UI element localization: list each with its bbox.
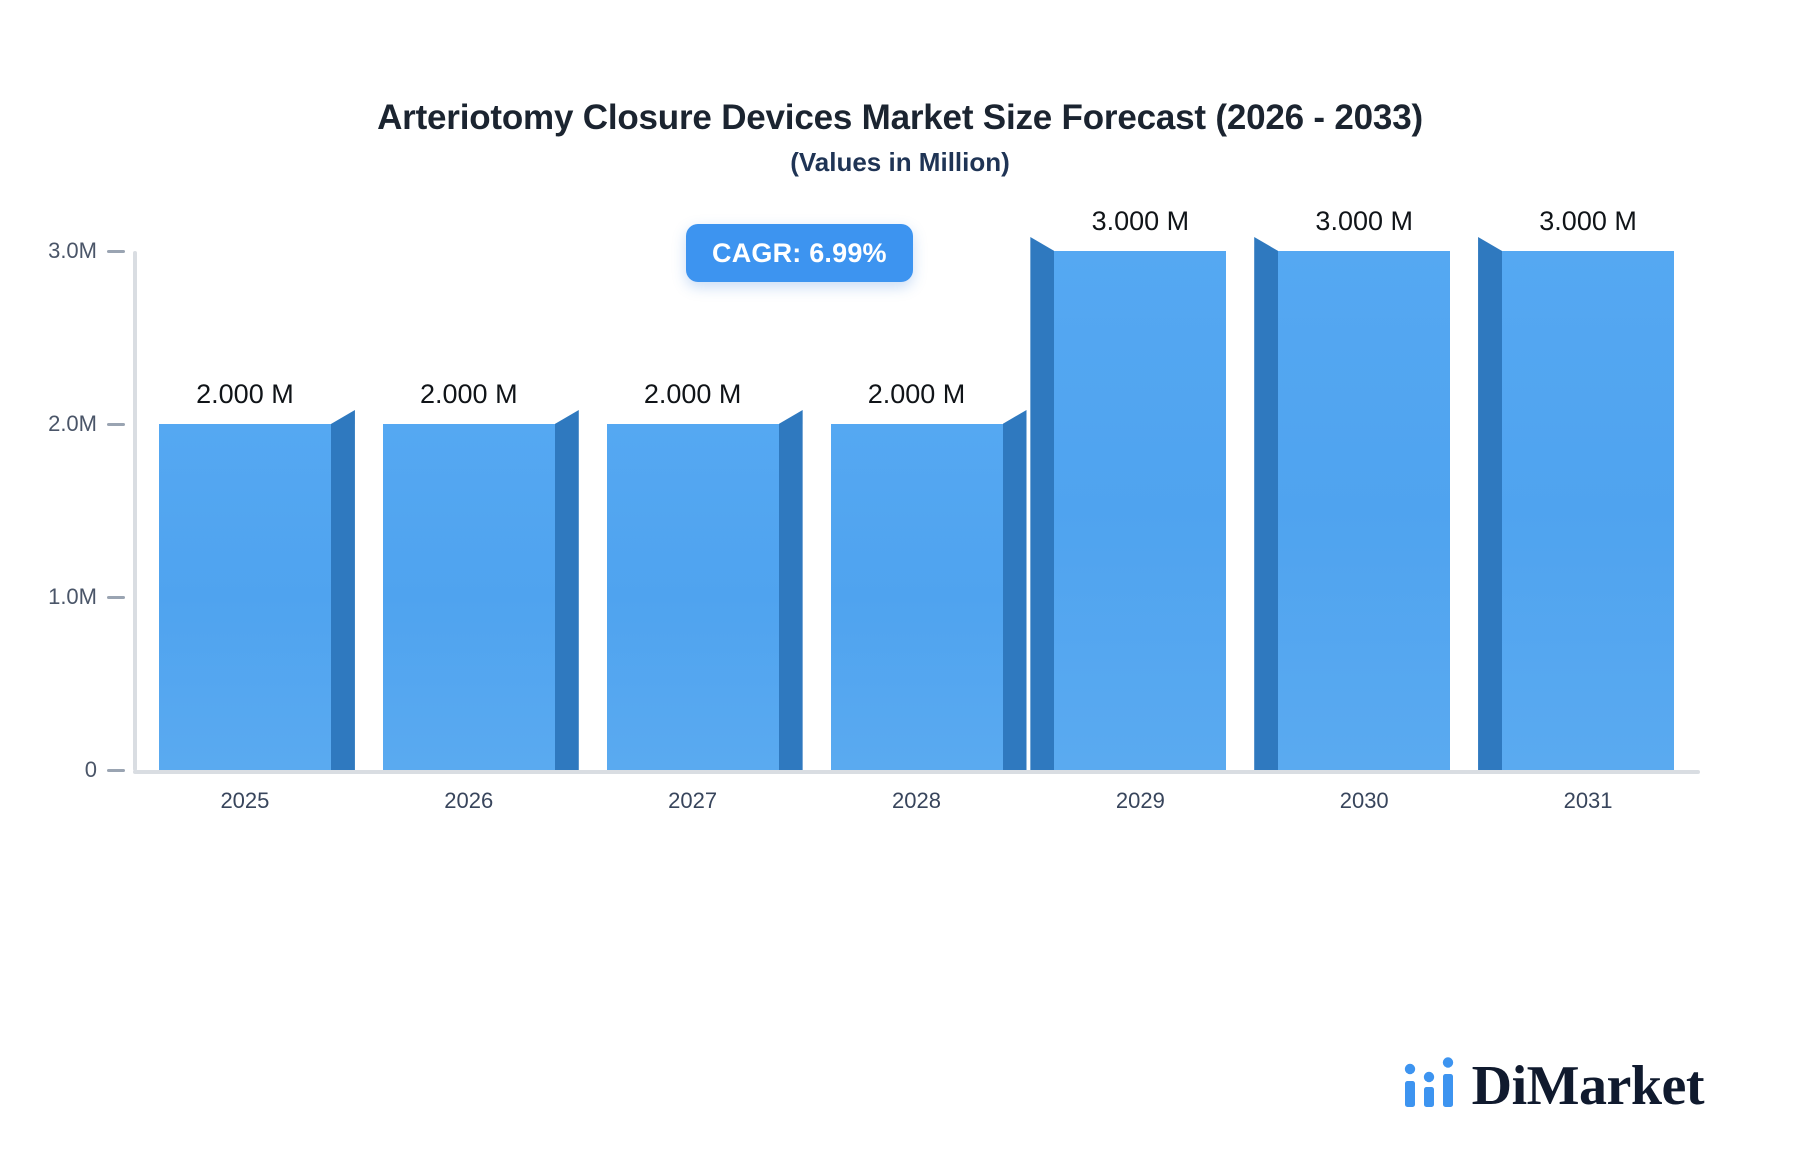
page-title: Arteriotomy Closure Devices Market Size … — [377, 98, 1423, 137]
bar[interactable]: 2.000 M — [158, 379, 355, 770]
bar-front-face — [606, 424, 779, 770]
y-axis-tick-label: 1.0M — [48, 584, 97, 609]
bar-value-label: 2.000 M — [643, 379, 742, 409]
y-axis-tick: 3.0M — [13, 238, 133, 263]
bar[interactable]: 2.000 M — [830, 379, 1027, 770]
bar-value-label: 2.000 M — [420, 379, 518, 409]
bar[interactable]: 3.000 M — [1030, 206, 1227, 770]
bar-side-face — [1030, 237, 1055, 770]
bar-front-face — [158, 424, 331, 770]
x-axis-label: 2030 — [1339, 788, 1389, 813]
bar-side-face — [330, 410, 355, 770]
bar-value-label: 3.000 M — [1539, 206, 1637, 236]
bar[interactable]: 2.000 M — [382, 379, 579, 770]
bar-value-label: 2.000 M — [196, 379, 294, 409]
bar-front-face — [1502, 251, 1675, 770]
logo-text: DiMarket — [1471, 1054, 1705, 1117]
y-axis-tick: 2.0M — [13, 411, 133, 436]
brand-logo: DiMarket — [1402, 1054, 1705, 1117]
x-axis-label: 2027 — [668, 788, 718, 813]
cagr-badge-label: CAGR: 6.99% — [712, 237, 887, 268]
bar[interactable]: 3.000 M — [1478, 206, 1675, 770]
bar-value-label: 2.000 M — [867, 379, 966, 409]
x-axis-label: 2029 — [1115, 788, 1165, 813]
bar-chart-icon — [1402, 1057, 1458, 1114]
bar-side-face — [1002, 410, 1027, 770]
y-axis-tick-label: 3.0M — [48, 238, 97, 263]
y-axis-tick: 0 — [13, 757, 133, 782]
x-axis-label: 2025 — [220, 788, 270, 813]
y-axis-tick-mark — [107, 423, 125, 426]
bar-side-face — [1478, 237, 1503, 770]
x-axis-label: 2028 — [892, 788, 941, 813]
y-axis-tick: 1.0M — [13, 584, 133, 609]
y-axis-tick-mark — [107, 769, 125, 772]
y-axis-tick-label: 2.0M — [48, 411, 97, 436]
x-axis-line — [133, 770, 1700, 774]
bar[interactable]: 2.000 M — [606, 379, 803, 770]
y-axis-tick-mark — [107, 596, 125, 599]
bar-value-label: 3.000 M — [1091, 206, 1190, 236]
y-axis-tick-mark — [107, 250, 125, 253]
bar-front-face — [1054, 251, 1227, 770]
bar[interactable]: 3.000 M — [1254, 206, 1451, 770]
bar-value-label: 3.000 M — [1315, 206, 1413, 236]
y-axis-tick-label: 0 — [84, 757, 97, 782]
plot-area: 3.0M 2.0M 1.0M 0 2.000 M 2.000 M 2.000 M 2.000… — [48, 206, 1700, 813]
bar-front-face — [382, 424, 555, 770]
bar-side-face — [554, 410, 579, 770]
bar-side-face — [1254, 237, 1279, 770]
y-axis-line — [133, 251, 137, 771]
bar-front-face — [1278, 251, 1451, 770]
x-axis-label: 2026 — [444, 788, 494, 813]
cagr-badge: CAGR: 6.99% — [686, 224, 913, 282]
bar-front-face — [830, 424, 1003, 770]
chart-subtitle: (Values in Million) — [790, 147, 1010, 177]
bar-side-face — [778, 410, 803, 770]
x-axis-label: 2031 — [1563, 788, 1613, 813]
